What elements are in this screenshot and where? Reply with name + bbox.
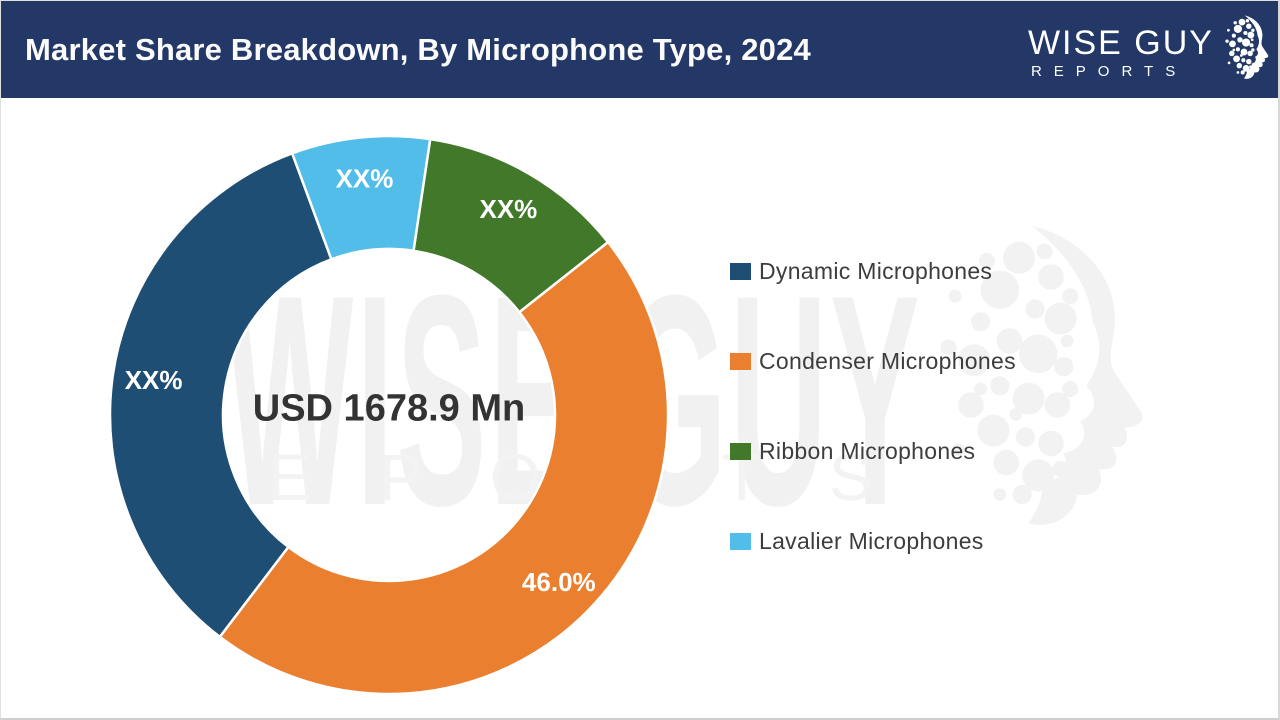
legend-label-ribbon: Ribbon Microphones bbox=[759, 438, 976, 464]
logo-brand-text: WISE GUY bbox=[1027, 24, 1214, 63]
chart-center-value: USD 1678.9 Mn bbox=[252, 387, 526, 430]
header-bar: Market Share Breakdown, By Microphone Ty… bbox=[1, 1, 1278, 98]
legend-item-lavalier[interactable]: Lavalier Microphones bbox=[730, 527, 1016, 556]
legend-swatch-condenser bbox=[730, 353, 751, 370]
logo-reports-text: REPORTS bbox=[1030, 62, 1188, 80]
slice-label-ribbon: XX% bbox=[479, 194, 537, 224]
legend-label-dynamic: Dynamic Microphones bbox=[759, 258, 993, 284]
legend-label-lavalier: Lavalier Microphones bbox=[759, 528, 984, 554]
legend-label-condenser: Condenser Microphones bbox=[759, 348, 1016, 374]
legend-item-condenser[interactable]: Condenser Microphones bbox=[730, 347, 1016, 376]
page-title: Market Share Breakdown, By Microphone Ty… bbox=[25, 31, 811, 67]
slice-label-condenser: 46.0% bbox=[522, 567, 596, 597]
legend-item-ribbon[interactable]: Ribbon Microphones bbox=[730, 437, 1016, 466]
legend-swatch-ribbon bbox=[730, 443, 751, 460]
chart-legend: Dynamic Microphones Condenser Microphone… bbox=[730, 257, 1016, 556]
legend-swatch-dynamic bbox=[730, 263, 751, 280]
donut-slice-dynamic[interactable] bbox=[108, 152, 333, 639]
wiseguy-logo: WISE GUY REPORTS bbox=[1028, 7, 1276, 93]
legend-swatch-lavalier bbox=[730, 533, 751, 550]
donut-slice-lavalier[interactable] bbox=[290, 134, 432, 261]
wiseguy-logo-face-icon bbox=[1225, 15, 1269, 79]
slice-label-dynamic: XX% bbox=[125, 365, 183, 395]
slice-label-lavalier: XX% bbox=[336, 163, 394, 193]
donut-slice-condenser[interactable] bbox=[218, 240, 670, 696]
legend-item-dynamic[interactable]: Dynamic Microphones bbox=[730, 257, 1016, 286]
